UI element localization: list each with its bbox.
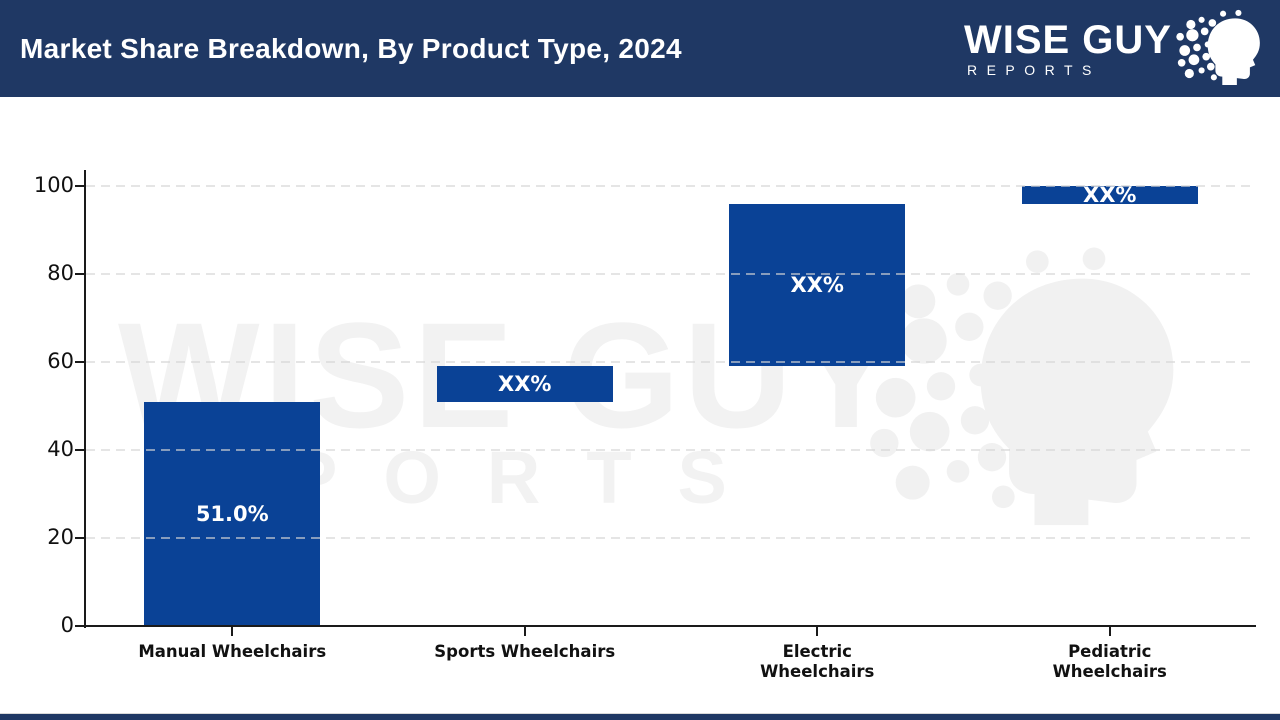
- category-label-line: Wheelchairs: [760, 662, 875, 681]
- y-tick-label-100: 100: [33, 173, 74, 197]
- bar-value-electric-wheelchairs: XX%: [790, 273, 844, 297]
- wiseguy-logo: WISE GUY REPORTS: [964, 6, 1266, 92]
- category-label-line: Wheelchairs: [1052, 662, 1167, 681]
- category-label-pediatric-wheelchairs: Pediatric Wheelchairs: [1000, 642, 1220, 682]
- x-tick-manual-wheelchairs: [231, 627, 234, 636]
- y-tick-0: [75, 625, 84, 627]
- category-label-line: Pediatric: [1068, 642, 1152, 661]
- logo-subtitle: REPORTS: [966, 62, 1101, 78]
- bar-pediatric-wheelchairs: [1021, 186, 1198, 204]
- gridline-20: [86, 537, 1256, 539]
- y-tick-label-60: 60: [47, 349, 74, 373]
- category-label-manual-wheelchairs: Manual Wheelchairs: [122, 642, 342, 662]
- y-tick-label-20: 20: [47, 525, 74, 549]
- footer-bar: [0, 714, 1280, 720]
- y-tick-20: [75, 537, 84, 539]
- gridline-80: [86, 273, 1256, 275]
- y-tick-label-0: 0: [60, 613, 74, 637]
- bar-value-manual-wheelchairs: 51.0%: [195, 501, 269, 526]
- y-tick-label-80: 80: [47, 261, 74, 285]
- gridline-40: [86, 449, 1256, 451]
- gridline-60: [86, 361, 1256, 363]
- y-axis-line: [84, 170, 86, 628]
- page-title: Market Share Breakdown, By Product Type,…: [20, 32, 682, 64]
- footer-divider: [0, 713, 1280, 714]
- bar-manual-wheelchairs: [144, 401, 321, 626]
- watermark-face-icon: [864, 247, 1174, 526]
- watermark-text-line2: PORTS: [288, 436, 773, 519]
- bar-value-pediatric-wheelchairs: XX%: [1083, 182, 1137, 207]
- category-label-line: Manual Wheelchairs: [138, 642, 327, 661]
- y-tick-80: [75, 273, 84, 275]
- gridline-100: [86, 185, 1256, 187]
- category-label-line: Electric: [782, 642, 852, 661]
- logo-wordmark: WISE GUY: [963, 18, 1172, 62]
- wiseguy-face-icon: [1176, 9, 1260, 85]
- wiseguy-logo-text: WISE GUY REPORTS: [964, 20, 1172, 77]
- x-tick-sports-wheelchairs: [523, 627, 526, 636]
- category-label-electric-wheelchairs: Electric Wheelchairs: [707, 642, 927, 682]
- bar-sports-wheelchairs: [436, 366, 613, 402]
- chart-area: WISE GUY PORTS 0 20 40 60 80 100 51.0% Manual W…: [0, 97, 1280, 713]
- category-label-sports-wheelchairs: Sports Wheelchairs: [415, 642, 635, 662]
- bar-value-sports-wheelchairs: XX%: [498, 372, 552, 396]
- category-label-line: Sports Wheelchairs: [434, 642, 616, 661]
- x-tick-electric-wheelchairs: [816, 627, 819, 636]
- x-tick-pediatric-wheelchairs: [1108, 627, 1111, 636]
- x-axis-line: [84, 625, 1256, 627]
- y-tick-100: [75, 185, 84, 187]
- y-tick-60: [75, 361, 84, 363]
- y-tick-40: [75, 449, 84, 451]
- header: Market Share Breakdown, By Product Type,…: [0, 0, 1280, 97]
- y-tick-label-40: 40: [47, 437, 74, 461]
